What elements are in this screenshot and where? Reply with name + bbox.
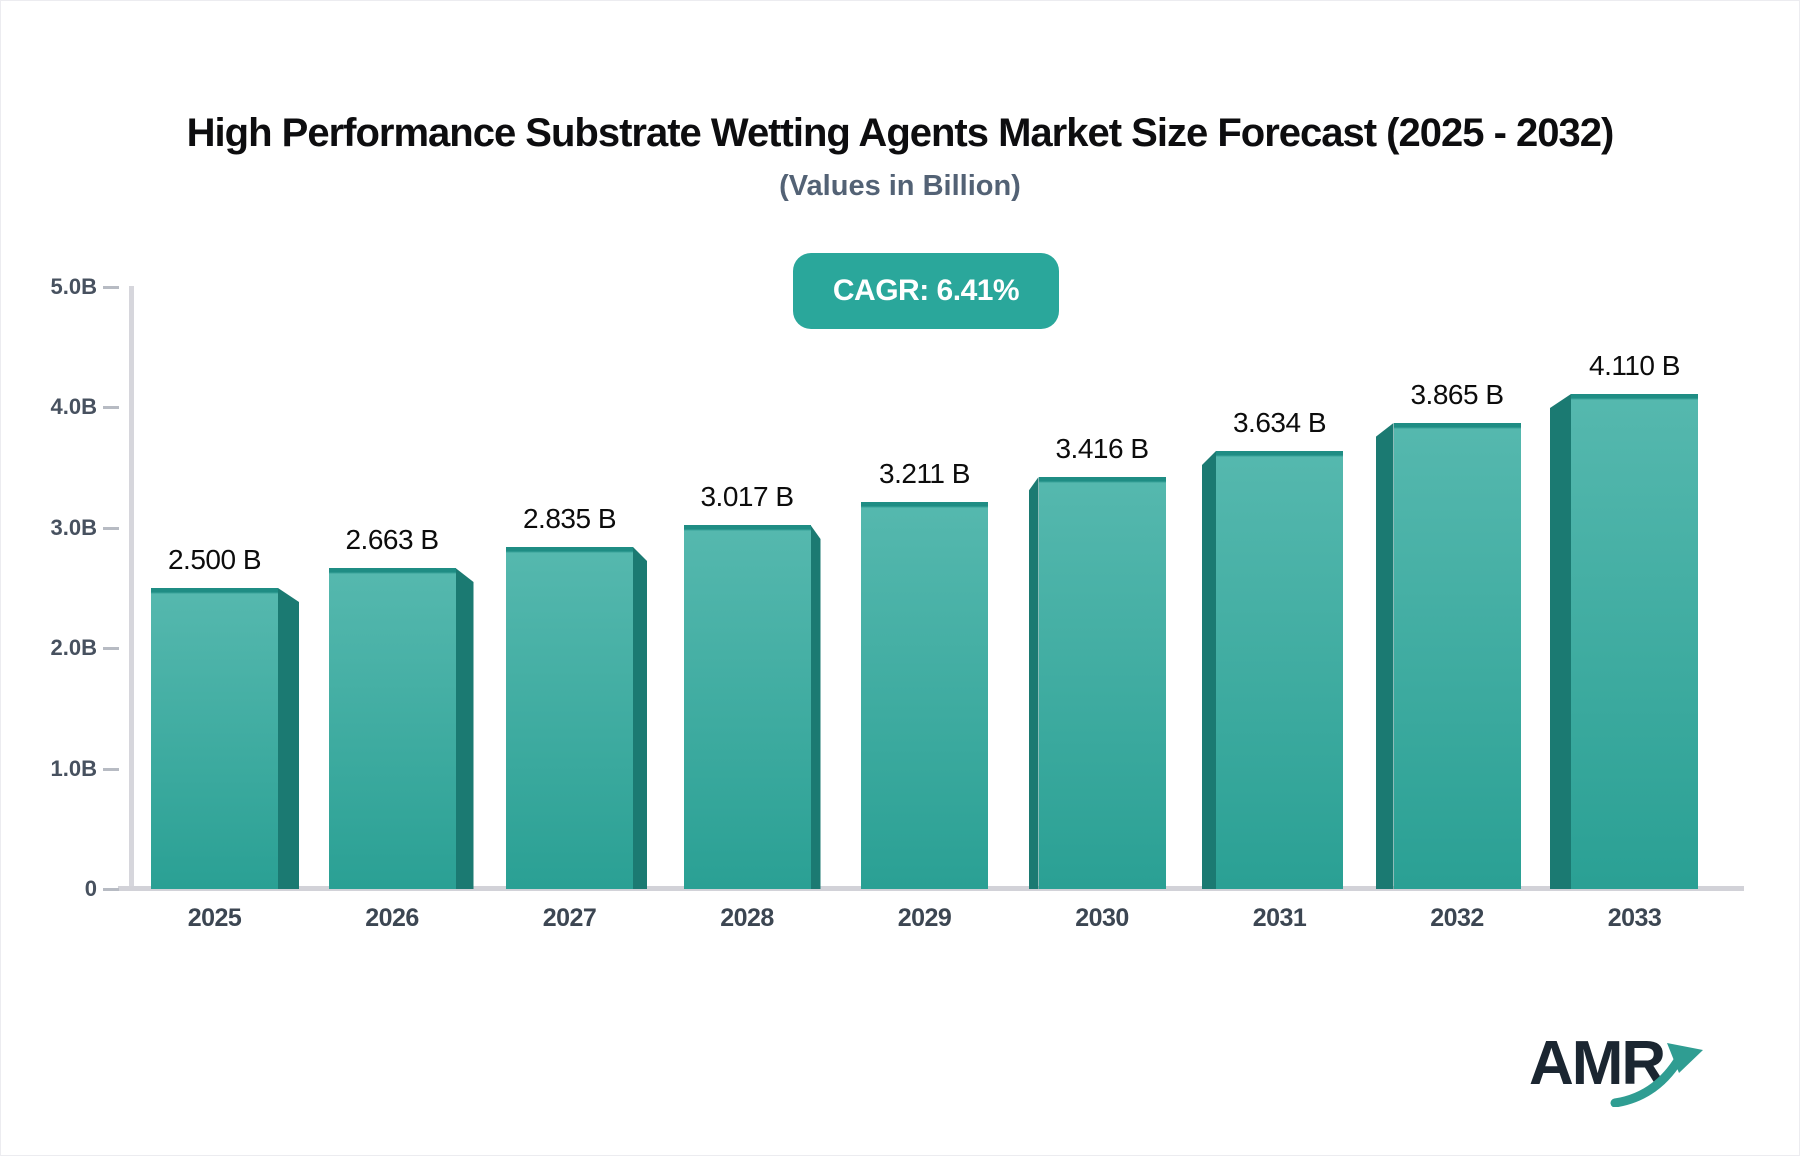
y-axis-label: 3.0B [50, 514, 97, 540]
bar-side-face [1028, 477, 1039, 889]
bar-side-face [455, 568, 474, 889]
x-axis-label: 2031 [1252, 904, 1307, 932]
bar-value-label: 2.663 B [345, 524, 439, 555]
amr-logo-arrow-icon [1610, 1043, 1703, 1107]
x-axis-label: 2030 [1075, 904, 1129, 932]
x-axis-label: 2028 [720, 904, 774, 932]
y-axis-label: 1.0B [50, 755, 97, 781]
bar [1038, 477, 1166, 889]
cagr-badge: CAGR: 6.41% [793, 253, 1059, 329]
y-axis-label: 0 [84, 876, 97, 901]
x-axis-label: 2032 [1430, 904, 1484, 932]
bar [151, 588, 278, 889]
bar [1571, 394, 1698, 889]
x-axis-label: 2029 [897, 904, 952, 932]
bar-side-face [1202, 451, 1216, 889]
bar-side-face [1550, 394, 1571, 889]
amr-logo: AMR [1529, 1033, 1724, 1119]
y-axis-label: 2.0B [50, 635, 97, 660]
bar-side-face [278, 588, 299, 889]
bar-value-label: 3.416 B [1055, 433, 1149, 464]
bar-value-label: 3.634 B [1232, 407, 1327, 438]
amr-logo-text: AMR [1529, 1029, 1666, 1098]
bar [683, 525, 811, 889]
y-axis-label: 4.0B [50, 394, 97, 419]
x-axis-label: 2026 [365, 904, 419, 932]
bar [506, 547, 633, 889]
bar-value-label: 2.835 B [522, 503, 617, 534]
chart-subtitle: (Values in Billion) [779, 170, 1021, 202]
bar [328, 568, 456, 889]
bar-value-label: 4.110 B [1589, 350, 1680, 381]
bar-value-label: 3.211 B [879, 458, 970, 489]
bar-value-label: 2.500 B [167, 544, 262, 575]
y-axis-tick [103, 406, 119, 409]
y-axis-tick [103, 767, 119, 771]
chart-title: High Performance Substrate Wetting Agent… [186, 111, 1615, 155]
bar [1216, 451, 1343, 889]
x-axis-label: 2033 [1607, 904, 1662, 932]
bar-side-face [1375, 423, 1394, 889]
bar-side-face [810, 525, 821, 889]
bar [1393, 423, 1521, 889]
y-axis-tick [103, 285, 119, 289]
bar [861, 502, 988, 889]
bar-value-label: 3.865 B [1410, 379, 1504, 410]
y-axis-tick [103, 647, 119, 650]
x-axis-label: 2025 [187, 904, 242, 932]
y-axis-tick [103, 526, 119, 530]
bar-value-label: 3.017 B [700, 481, 794, 512]
y-axis-line [129, 286, 134, 889]
x-axis-label: 2027 [542, 904, 597, 932]
bar-side-face [633, 547, 647, 889]
y-axis-tick [103, 888, 119, 891]
y-axis-label: 5.0B [50, 273, 97, 299]
